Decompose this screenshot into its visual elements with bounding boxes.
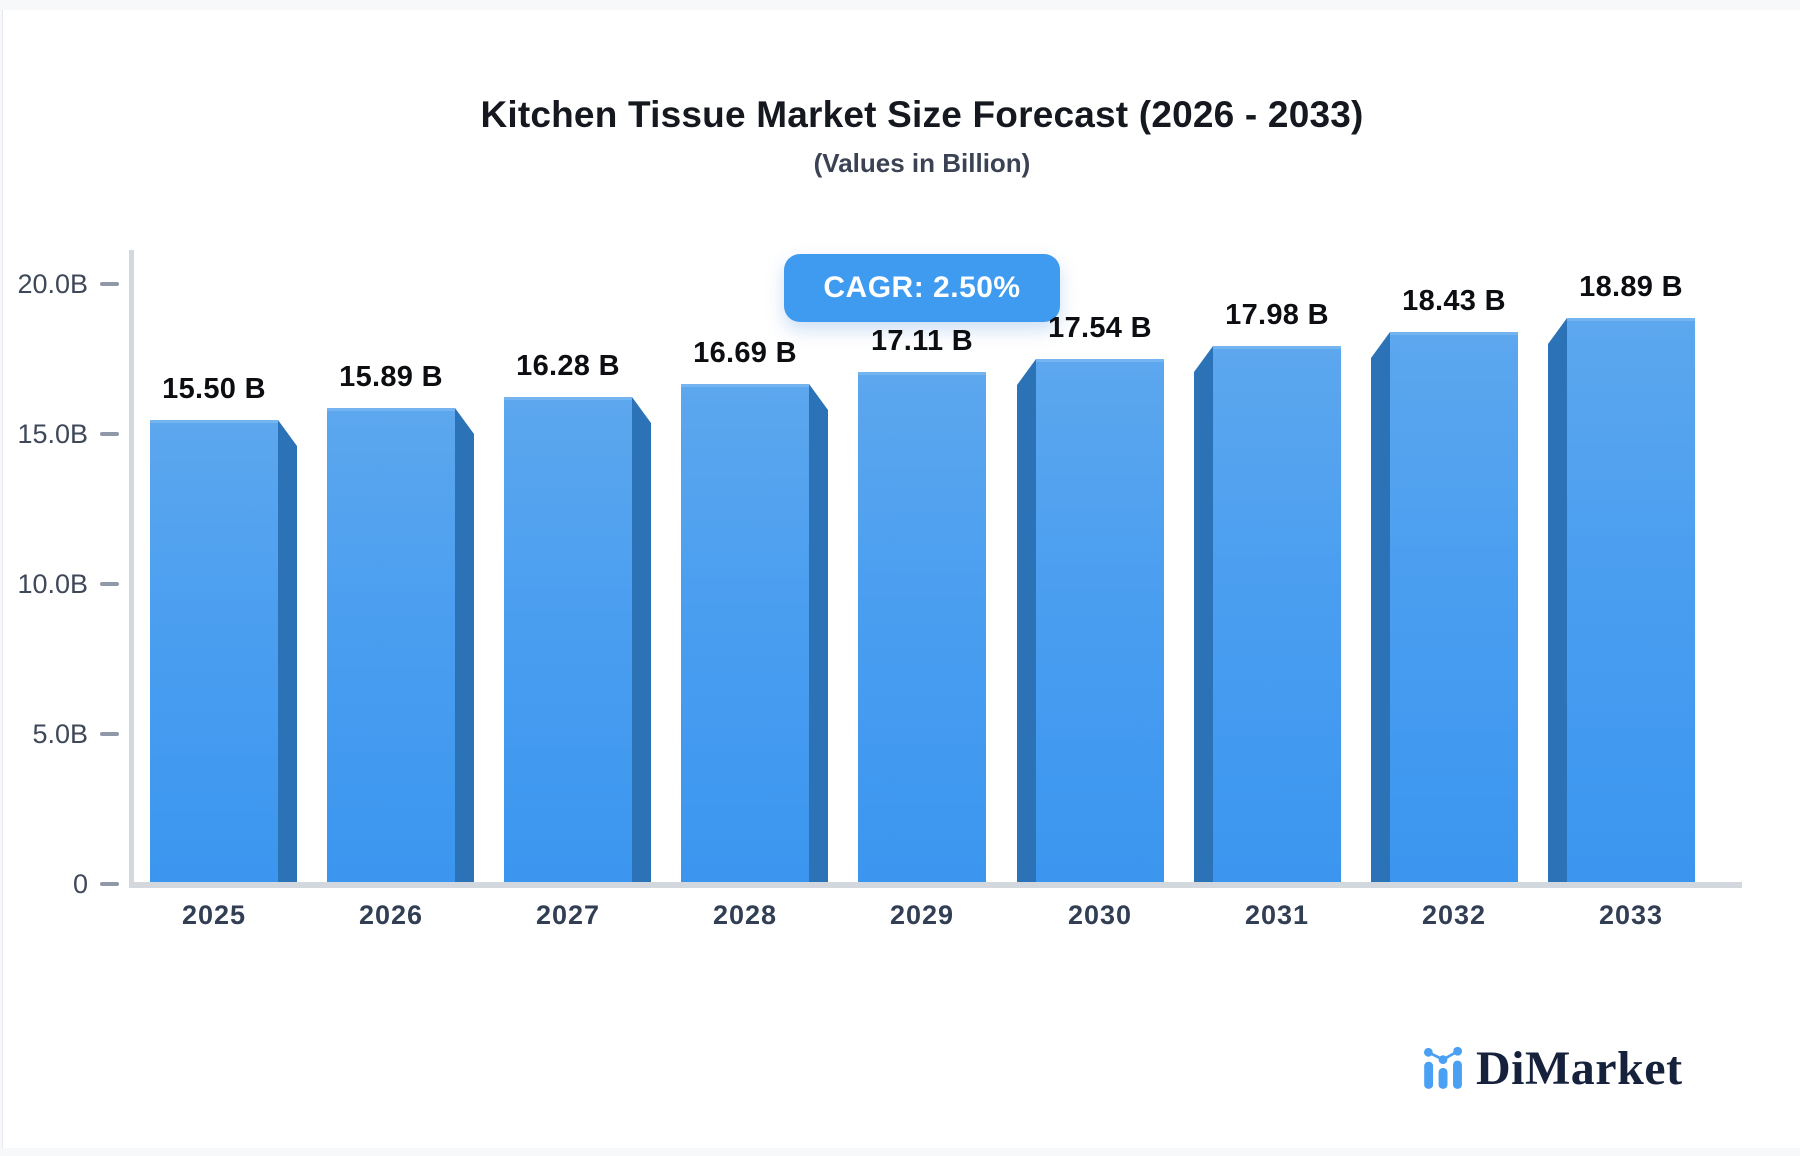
bar-3d-side-2031 xyxy=(1194,346,1213,885)
bar-2032 xyxy=(1390,332,1518,885)
x-axis-label-2029: 2029 xyxy=(889,900,955,930)
x-axis-line xyxy=(129,882,1742,888)
bar-3d-side-2026 xyxy=(455,408,474,885)
x-axis-label-2032: 2032 xyxy=(1421,900,1487,930)
y-axis-line xyxy=(129,250,134,888)
y-axis-tick-mark xyxy=(100,432,119,436)
y-axis-tick-label: 10.0B xyxy=(17,569,88,599)
cagr-badge: CAGR: 2.50% xyxy=(784,254,1060,322)
bar-2030 xyxy=(1036,359,1164,885)
bar-line-chart-icon xyxy=(1420,1045,1466,1091)
bar-3d-side-2032 xyxy=(1371,332,1390,885)
y-axis-tick-mark xyxy=(100,582,119,586)
bar-value-label: 17.11 B xyxy=(870,325,974,357)
bar-value-label: 17.98 B xyxy=(1225,299,1329,331)
chart-title: Kitchen Tissue Market Size Forecast (202… xyxy=(480,94,1364,135)
bar-2025 xyxy=(150,420,278,885)
bar-3d-side-2025 xyxy=(278,420,297,885)
brand-logo: DiMarket xyxy=(1420,1038,1683,1098)
y-axis-tick-label: 5.0B xyxy=(32,719,88,749)
bar-value-label: 15.50 B xyxy=(162,373,266,405)
x-axis-label-2033: 2033 xyxy=(1598,900,1664,930)
bar-2033 xyxy=(1567,318,1695,885)
x-axis-label-2027: 2027 xyxy=(535,900,601,930)
bar-value-label: 15.89 B xyxy=(339,361,443,393)
bar-2027 xyxy=(504,397,632,885)
cagr-badge-label: CAGR: 2.50% xyxy=(823,271,1021,304)
x-axis-label-2028: 2028 xyxy=(712,900,778,930)
bar-value-label: 18.43 B xyxy=(1402,285,1506,317)
bar-2029 xyxy=(858,372,986,885)
bar-2026 xyxy=(327,408,455,885)
bar-value-label: 17.54 B xyxy=(1048,312,1152,344)
x-axis-label-2030: 2030 xyxy=(1067,900,1133,930)
bar-value-label: 16.69 B xyxy=(693,337,797,369)
brand-name: DiMarket xyxy=(1476,1041,1683,1095)
y-axis-tick-mark xyxy=(100,882,119,886)
bar-value-label: 18.89 B xyxy=(1579,271,1683,303)
x-axis-label-2031: 2031 xyxy=(1244,900,1310,930)
bar-3d-side-2028 xyxy=(809,384,828,885)
bar-value-label: 16.28 B xyxy=(516,350,620,382)
y-axis-tick-label: 0 xyxy=(72,869,88,899)
x-axis-label-2026: 2026 xyxy=(358,900,424,930)
bar-3d-side-2030 xyxy=(1017,359,1036,885)
y-axis-tick-mark xyxy=(100,732,119,736)
bar-3d-side-2027 xyxy=(632,397,651,885)
x-axis-label-2025: 2025 xyxy=(181,900,247,930)
bar-2031 xyxy=(1213,346,1341,885)
bar-2028 xyxy=(681,384,809,885)
y-axis-tick-label: 15.0B xyxy=(17,419,88,449)
y-axis-tick-mark xyxy=(100,282,119,286)
bar-3d-side-2033 xyxy=(1548,318,1567,885)
chart-subtitle: (Values in Billion) xyxy=(813,148,1031,178)
y-axis-tick-label: 20.0B xyxy=(17,269,88,299)
